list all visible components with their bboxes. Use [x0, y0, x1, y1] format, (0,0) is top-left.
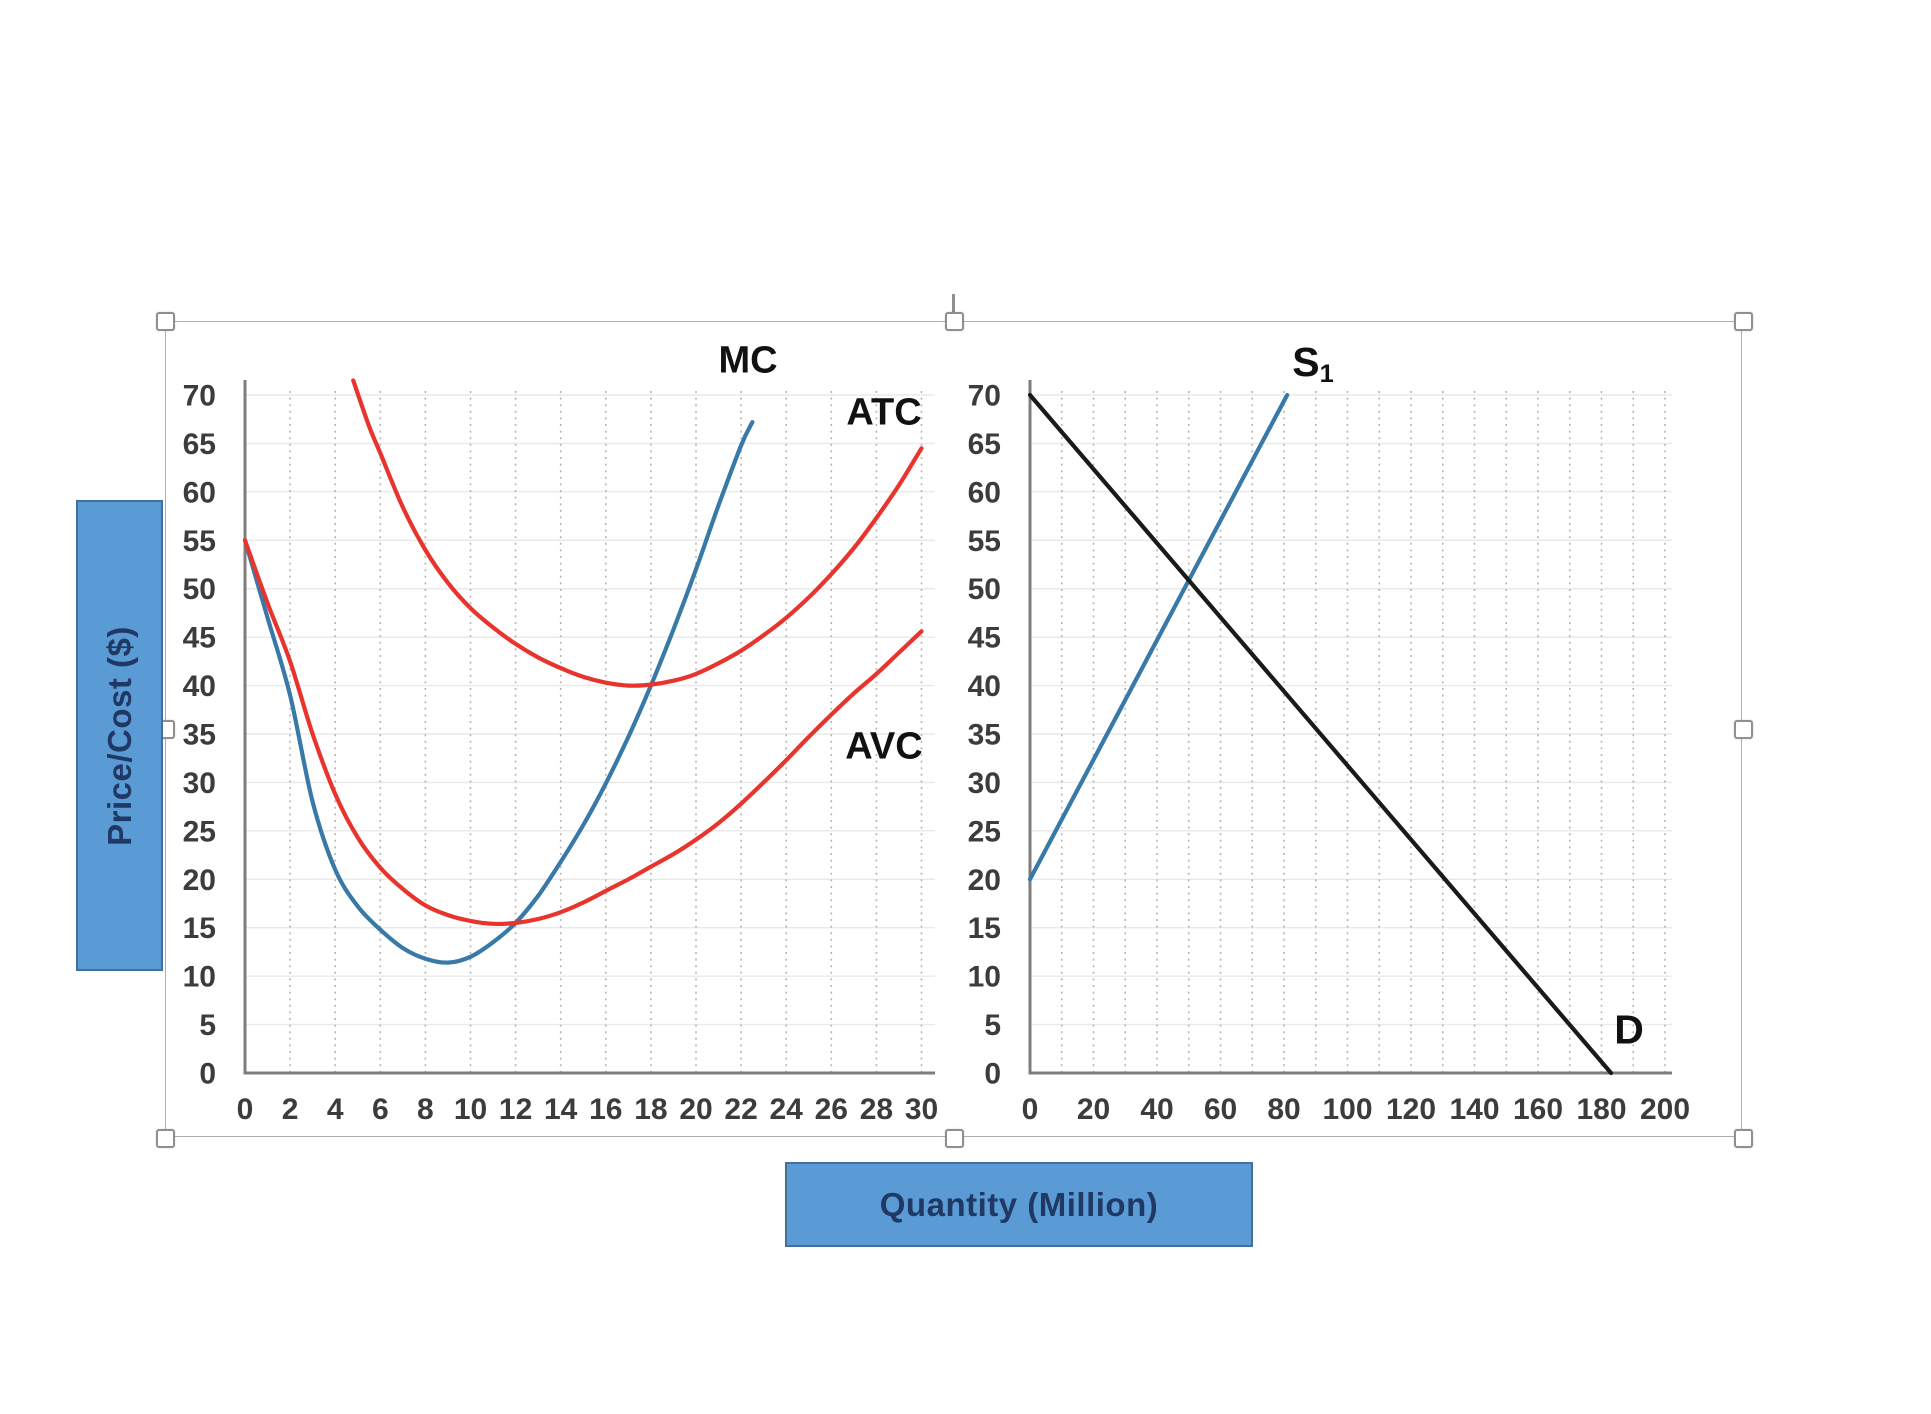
x-tick-label: 22 — [724, 1093, 757, 1126]
y-axis-title-box[interactable]: Price/Cost ($) — [76, 500, 163, 971]
x-tick-label: 8 — [417, 1093, 434, 1126]
x-tick-label: 26 — [815, 1093, 848, 1126]
selection-handle-top-left[interactable] — [155, 311, 175, 331]
x-tick-label: 20 — [679, 1093, 712, 1126]
y-tick-label: 50 — [968, 573, 1001, 606]
supply-curve-label: S1 — [1292, 338, 1334, 389]
x-axis-title-box[interactable]: Quantity (Million) — [785, 1162, 1253, 1247]
series-mc-curve — [242, 420, 755, 965]
series-atc-curve — [351, 378, 924, 688]
y-tick-label: 45 — [968, 622, 1001, 655]
x-tick-label: 28 — [860, 1093, 893, 1126]
y-tick-label: 25 — [968, 815, 1001, 848]
x-tick-label: 160 — [1513, 1093, 1563, 1126]
y-tick-label: 65 — [183, 428, 216, 461]
selection-handle-top-right[interactable] — [1733, 311, 1753, 331]
x-tick-label: 2 — [282, 1093, 299, 1126]
y-tick-label: 20 — [968, 864, 1001, 897]
y-tick-label: 60 — [183, 476, 216, 509]
y-tick-label: 40 — [968, 670, 1001, 703]
y-tick-label: 5 — [199, 1009, 216, 1042]
x-tick-label: 12 — [499, 1093, 532, 1126]
y-tick-label: 10 — [968, 961, 1001, 994]
y-tick-label: 50 — [183, 573, 216, 606]
series-s1-curve — [1027, 392, 1290, 882]
y-tick-label: 30 — [968, 767, 1001, 800]
atc-curve-label: ATC — [846, 391, 922, 434]
y-tick-label: 15 — [183, 912, 216, 945]
x-tick-label: 14 — [544, 1093, 578, 1126]
avc-curve-label: AVC — [845, 725, 923, 768]
x-tick-label: 60 — [1204, 1093, 1237, 1126]
y-tick-label: 70 — [968, 380, 1001, 413]
x-tick-label: 100 — [1322, 1093, 1372, 1126]
series-d-curve — [1027, 392, 1614, 1076]
selection-handle-bottom-left[interactable] — [155, 1128, 175, 1148]
x-tick-label: 80 — [1267, 1093, 1300, 1126]
selection-handle-middle-right[interactable] — [1733, 719, 1753, 739]
y-tick-label: 55 — [968, 525, 1001, 558]
y-tick-label: 0 — [984, 1058, 1001, 1091]
y-tick-label: 45 — [183, 622, 216, 655]
y-tick-label: 65 — [968, 428, 1001, 461]
x-tick-label: 10 — [454, 1093, 487, 1126]
x-tick-label: 180 — [1576, 1093, 1626, 1126]
x-tick-label: 4 — [327, 1093, 344, 1126]
selection-handle-top-center[interactable] — [944, 311, 964, 331]
y-tick-label: 35 — [183, 719, 216, 752]
x-tick-label: 200 — [1640, 1093, 1690, 1126]
series-avc-curve — [242, 538, 924, 927]
y-tick-label: 5 — [984, 1009, 1001, 1042]
rotation-handle-stem[interactable] — [952, 294, 955, 312]
y-tick-label: 0 — [199, 1058, 216, 1091]
y-tick-label: 55 — [183, 525, 216, 558]
x-tick-label: 30 — [905, 1093, 938, 1126]
x-tick-label: 24 — [770, 1093, 804, 1126]
y-tick-label: 30 — [183, 767, 216, 800]
x-tick-label: 18 — [634, 1093, 667, 1126]
mc-curve-label: MC — [718, 339, 778, 382]
x-tick-label: 20 — [1077, 1093, 1110, 1126]
y-tick-label: 20 — [183, 864, 216, 897]
x-tick-label: 140 — [1449, 1093, 1499, 1126]
x-tick-label: 40 — [1140, 1093, 1173, 1126]
y-tick-label: 40 — [183, 670, 216, 703]
selection-handle-bottom-center[interactable] — [944, 1128, 964, 1148]
y-tick-label: 35 — [968, 719, 1001, 752]
y-tick-label: 25 — [183, 815, 216, 848]
x-tick-label: 16 — [589, 1093, 622, 1126]
x-tick-label: 6 — [372, 1093, 389, 1126]
x-tick-label: 0 — [1022, 1093, 1039, 1126]
demand-curve-label: D — [1614, 1006, 1644, 1053]
x-axis-title: Quantity (Million) — [879, 1185, 1159, 1223]
y-tick-label: 10 — [183, 961, 216, 994]
x-tick-label: 120 — [1386, 1093, 1436, 1126]
selection-handle-bottom-right[interactable] — [1733, 1128, 1753, 1148]
x-tick-label: 0 — [237, 1093, 254, 1126]
y-tick-label: 70 — [183, 380, 216, 413]
y-tick-label: 15 — [968, 912, 1001, 945]
y-tick-label: 60 — [968, 476, 1001, 509]
